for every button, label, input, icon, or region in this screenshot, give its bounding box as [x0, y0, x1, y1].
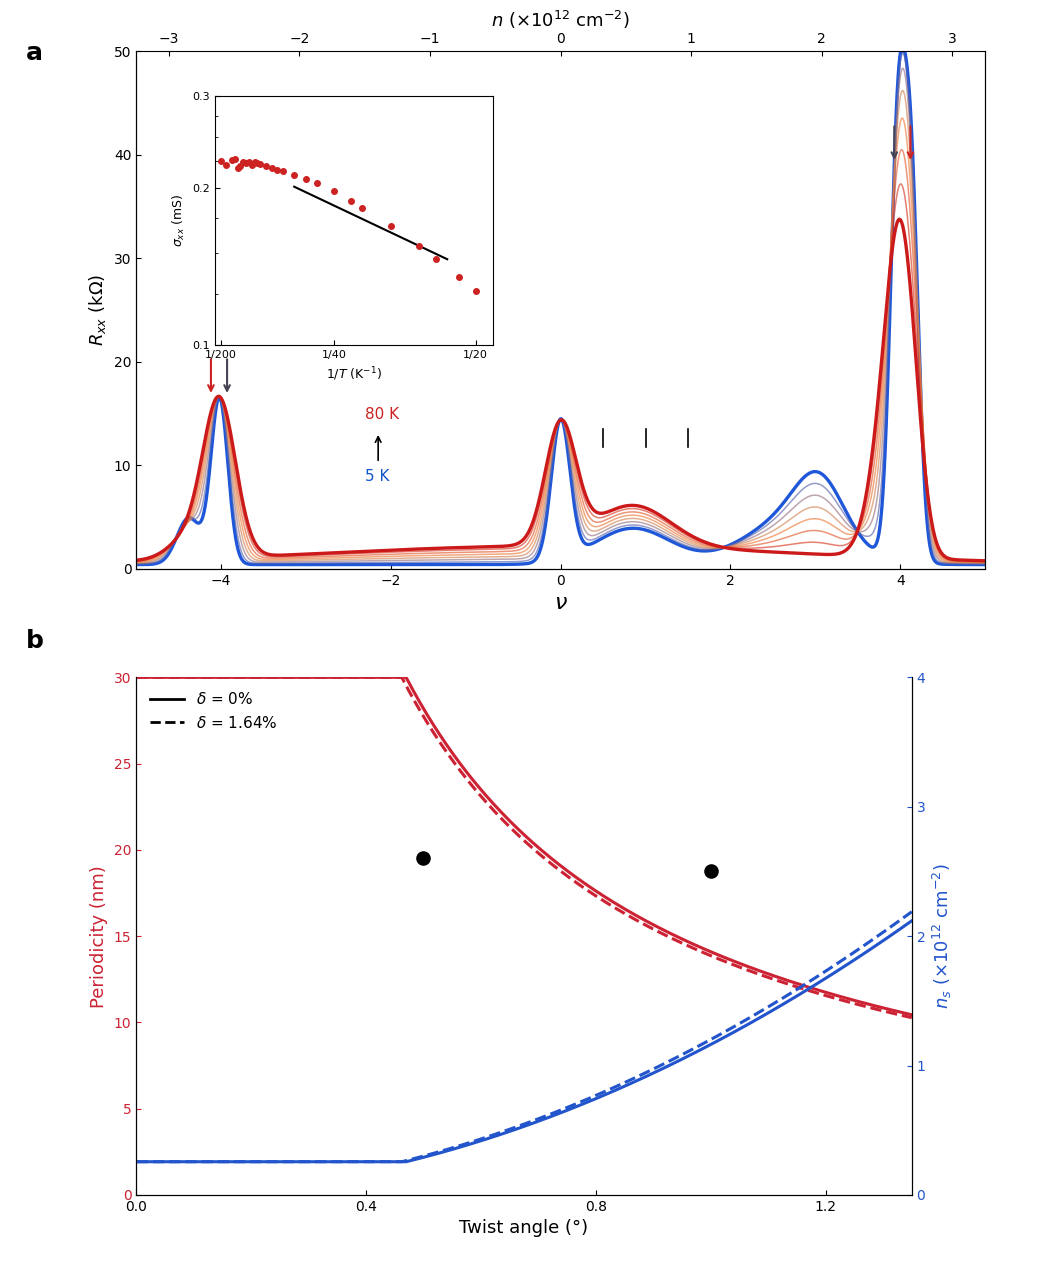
- Point: [243, 155, 260, 175]
- Point: [428, 248, 444, 268]
- Point: [467, 281, 484, 302]
- Point: [326, 181, 343, 202]
- Point: [246, 152, 263, 173]
- Point: [235, 152, 252, 173]
- Point: [451, 266, 467, 286]
- Y-axis label: $n_s$ (×10$^{12}$ cm$^{-2}$): $n_s$ (×10$^{12}$ cm$^{-2}$): [931, 863, 954, 1010]
- X-axis label: $\nu$: $\nu$: [553, 593, 568, 613]
- Legend: $\delta$ = 0%, $\delta$ = 1.64%: $\delta$ = 0%, $\delta$ = 1.64%: [144, 685, 283, 737]
- Text: a: a: [26, 41, 43, 65]
- Point: [240, 152, 257, 173]
- X-axis label: $1/T$ (K$^{-1}$): $1/T$ (K$^{-1}$): [326, 366, 381, 383]
- Point: [286, 165, 303, 185]
- Point: [343, 192, 359, 212]
- X-axis label: Twist angle (°): Twist angle (°): [459, 1219, 589, 1237]
- Point: [218, 155, 235, 175]
- Point: [212, 151, 228, 171]
- X-axis label: $n$ (×10$^{12}$ cm$^{-2}$): $n$ (×10$^{12}$ cm$^{-2}$): [492, 9, 630, 31]
- Y-axis label: Periodicity (nm): Periodicity (nm): [90, 865, 108, 1007]
- Point: [308, 173, 325, 193]
- Point: [275, 161, 291, 181]
- Point: [383, 216, 399, 236]
- Y-axis label: $R_{xx}$ (kΩ): $R_{xx}$ (kΩ): [87, 273, 108, 346]
- Point: [702, 860, 719, 881]
- Text: 80 K: 80 K: [366, 406, 399, 422]
- Point: [252, 153, 268, 174]
- Point: [230, 158, 246, 179]
- Point: [258, 156, 275, 176]
- Point: [354, 198, 371, 219]
- Point: [249, 153, 266, 174]
- Text: 5 K: 5 K: [366, 469, 390, 483]
- Point: [238, 153, 255, 174]
- Point: [298, 169, 314, 189]
- Point: [226, 150, 243, 170]
- Point: [263, 157, 280, 178]
- Text: b: b: [26, 629, 44, 653]
- Point: [223, 150, 240, 170]
- Point: [415, 849, 432, 869]
- Point: [411, 235, 428, 256]
- Point: [268, 160, 285, 180]
- Y-axis label: $\sigma_{xx}$ (mS): $\sigma_{xx}$ (mS): [171, 194, 187, 247]
- Point: [232, 156, 248, 176]
